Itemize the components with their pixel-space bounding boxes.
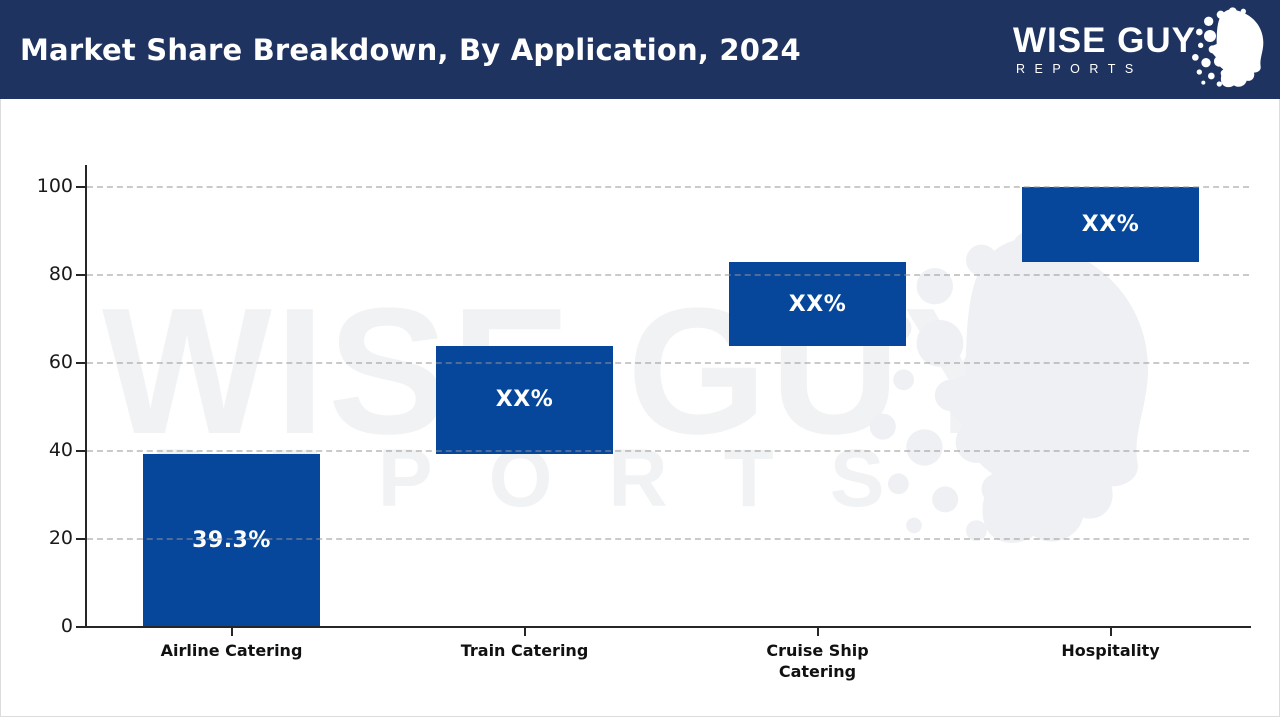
bar-value-label: 39.3%: [192, 528, 271, 554]
y-tick-label: 60: [48, 351, 73, 373]
bar-value-label: XX%: [1081, 212, 1140, 238]
x-category-label: Cruise Ship Catering: [766, 641, 869, 681]
bar-airline-catering: 39.3%: [143, 454, 320, 627]
gridline: [87, 450, 1249, 452]
y-tick-label: 40: [48, 439, 73, 461]
x-category-label: Train Catering: [460, 641, 589, 660]
gridline: [87, 274, 1249, 276]
bar-value-label: XX%: [495, 387, 554, 413]
y-tick-label: 20: [48, 527, 73, 549]
y-tick-mark: [76, 362, 85, 364]
y-tick-mark: [76, 186, 85, 188]
x-tick-mark: [816, 627, 819, 636]
y-tick-mark: [76, 274, 85, 276]
gridline: [87, 538, 1249, 540]
bar-value-label: XX%: [788, 291, 847, 317]
bar-hospitality: XX%: [1022, 187, 1199, 263]
logo-head-icon: [1192, 6, 1264, 87]
x-tick-mark: [523, 627, 526, 636]
y-axis-spine: [85, 165, 87, 628]
logo-wordmark: WISE GUY REPORTS: [1012, 21, 1196, 77]
y-tick-label: 100: [36, 175, 73, 197]
gridline: [87, 362, 1249, 364]
header-bar: Market Share Breakdown, By Application, …: [0, 0, 1280, 99]
x-axis-spine: [85, 626, 1251, 628]
chart-title: Market Share Breakdown, By Application, …: [20, 32, 801, 67]
x-category-label: Hospitality: [1061, 641, 1160, 660]
y-tick-label: 80: [48, 263, 73, 285]
bar-cruise-ship-catering: XX%: [729, 262, 906, 346]
logo-wordmark-line1: WISE GUY: [1012, 21, 1196, 60]
x-tick-mark: [1109, 627, 1112, 636]
logo-wordmark-line2: REPORTS: [1015, 62, 1143, 76]
y-tick-label: 0: [60, 615, 73, 637]
y-tick-mark: [76, 538, 85, 540]
x-category-label: Airline Catering: [160, 641, 303, 660]
gridline: [87, 186, 1249, 188]
watermark-head-icon: [869, 231, 1148, 543]
x-tick-mark: [230, 627, 233, 636]
y-tick-mark: [76, 626, 85, 628]
wiseguy-logo: WISE GUY REPORTS: [1013, 0, 1270, 99]
y-tick-mark: [76, 450, 85, 452]
